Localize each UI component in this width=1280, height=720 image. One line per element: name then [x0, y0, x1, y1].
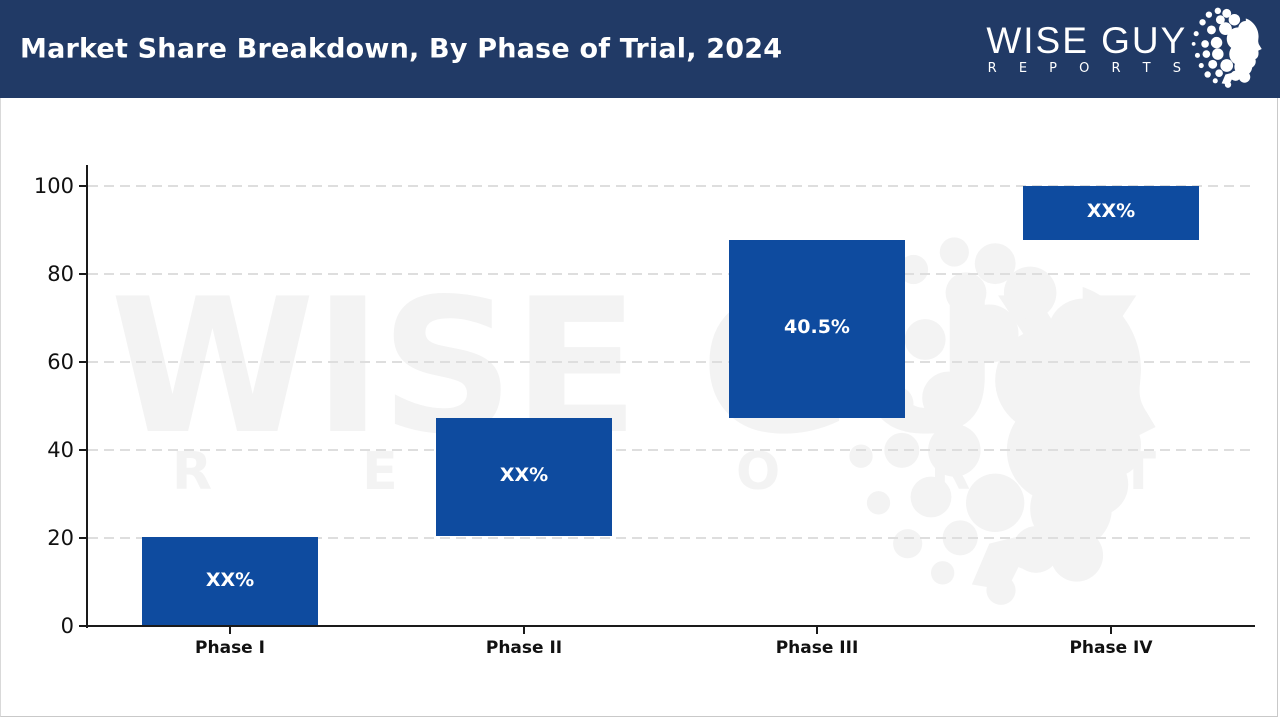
x-axis-line — [86, 625, 1255, 627]
x-tick-mark — [816, 627, 818, 634]
brand-name: WISE GUY — [986, 19, 1188, 61]
bar-phase-ii — [436, 417, 612, 536]
y-tick-mark-100 — [79, 185, 87, 187]
gridline-40 — [88, 449, 1255, 451]
y-tick-mark-40 — [79, 449, 87, 451]
x-category-label: Phase III — [775, 638, 859, 658]
y-tick-label-0: 0 — [60, 614, 74, 638]
brand-subtitle: R E P O R T S — [987, 61, 1190, 77]
gridline-100 — [88, 185, 1255, 187]
bar-value-label: XX% — [499, 463, 549, 486]
y-tick-mark-0 — [79, 625, 87, 627]
y-tick-label-60: 60 — [47, 350, 74, 374]
gridline-80 — [88, 273, 1255, 275]
header-bar: Market Share Breakdown, By Phase of Tria… — [0, 0, 1280, 98]
y-tick-mark-80 — [79, 273, 87, 275]
y-tick-label-100: 100 — [33, 174, 74, 198]
bar-phase-iii — [729, 240, 905, 418]
y-axis-line — [86, 165, 88, 628]
x-category-label: Phase IV — [1069, 638, 1153, 658]
bar-value-label: XX% — [205, 568, 255, 591]
page-title: Market Share Breakdown, By Phase of Tria… — [20, 33, 783, 65]
bar-phase-i — [142, 537, 318, 626]
y-tick-label-20: 20 — [47, 526, 74, 550]
x-category-label: Phase II — [485, 638, 563, 658]
gridline-60 — [88, 361, 1255, 363]
gridline-20 — [88, 537, 1255, 539]
y-tick-label-40: 40 — [47, 438, 74, 462]
bar-value-label: 40.5% — [784, 316, 850, 338]
x-tick-mark — [1110, 627, 1112, 634]
dotted-face-icon — [1191, 7, 1262, 88]
bar-value-label: XX% — [1086, 200, 1136, 223]
y-tick-mark-60 — [79, 361, 87, 363]
x-tick-mark — [523, 627, 525, 634]
brand-wordmark: WISE GUY R E P O R T S — [984, 19, 1190, 77]
y-tick-label-80: 80 — [47, 262, 74, 286]
x-tick-mark — [229, 627, 231, 634]
brand-logo: WISE GUY R E P O R T S — [984, 6, 1270, 92]
y-tick-mark-20 — [79, 537, 87, 539]
bar-phase-iv — [1023, 186, 1199, 241]
x-category-label: Phase I — [195, 638, 265, 658]
